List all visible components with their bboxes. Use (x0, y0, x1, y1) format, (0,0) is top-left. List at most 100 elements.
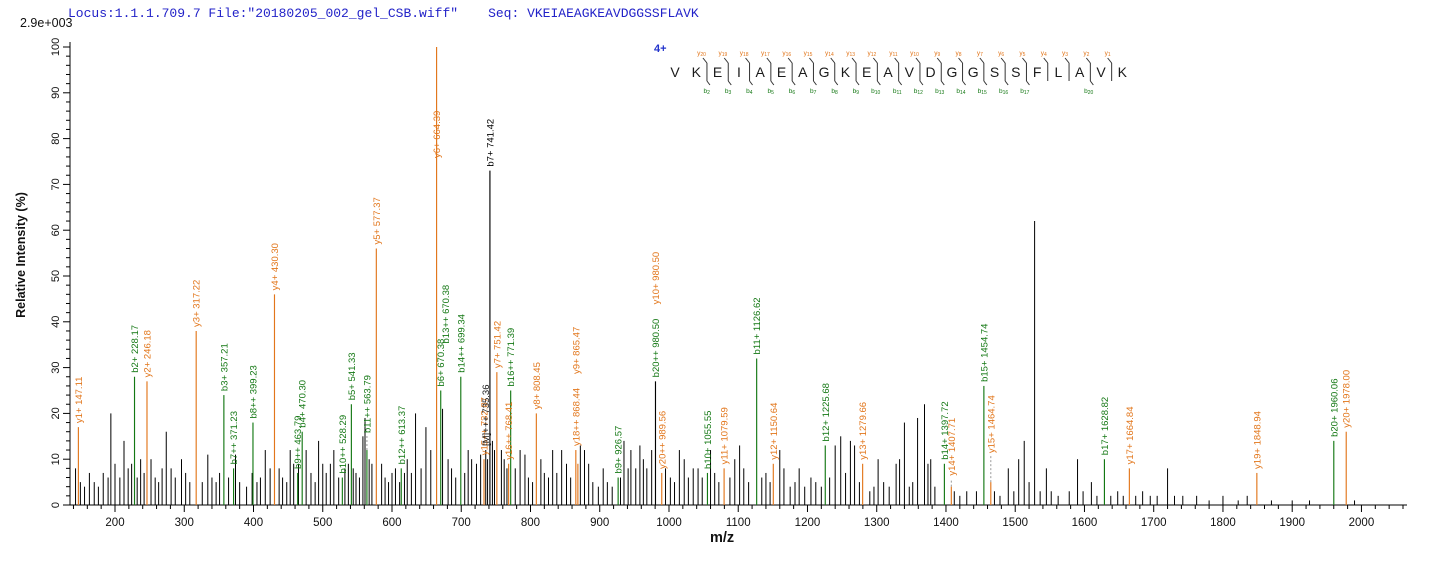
x-tick-label: 1900 (1279, 517, 1305, 529)
sequence-info: Seq: VKEIAEAGKEAVDGGSSFLAVK (488, 6, 699, 21)
b-ion-tick (898, 80, 903, 86)
peak-label: y1+ 147.11 (74, 377, 85, 424)
residue-letter: I (737, 64, 741, 80)
fragment-ion-label: b11 (893, 88, 902, 96)
unassigned-peaks (75, 221, 1356, 505)
residue-letter: G (968, 64, 979, 80)
residue-letter: V (670, 64, 680, 80)
fragment-ion-label: y18 (740, 50, 749, 58)
y-ion-tick (979, 57, 985, 64)
peak-label: b12+ 1225.68 (821, 383, 832, 441)
fragment-ion-label: y11 (889, 50, 898, 58)
b-ion-tick (940, 80, 945, 86)
fragment-ion-label: y7 (977, 50, 983, 58)
b-ion-tick (813, 80, 817, 86)
y-ion-tick (872, 57, 878, 64)
y-tick-label: 20 (50, 407, 62, 419)
fragment-ion-label: y8 (956, 50, 962, 58)
b-ion-tick (770, 80, 775, 86)
y-tick-label: 90 (50, 87, 62, 99)
peak-label: b8++ 399.23 (248, 365, 259, 418)
axis-tick-labels: 0 10 20 30 40 50 60 70 80 90 100 200 300 400 500 600 700… (50, 38, 1374, 529)
fragment-ion-label: y5 (1019, 50, 1025, 58)
peak-label: y8+ 808.45 (532, 362, 543, 409)
peak-label: y9+ 865.47 (571, 327, 582, 374)
x-tick-label: 1200 (795, 517, 821, 529)
peak-label: b14++ 699.34 (456, 314, 467, 373)
fragment-ion-label: b6 (789, 88, 796, 96)
x-tick-label: 1800 (1210, 517, 1236, 529)
x-tick-label: 1500 (1002, 517, 1028, 529)
peak-label: y20++ 989.56 (657, 411, 668, 469)
peak-label: y19+ 1848.94 (1252, 411, 1263, 469)
y-tick-label: 80 (50, 132, 62, 144)
peak-label: y16++ 768.41 (504, 402, 515, 460)
residue-letter: A (798, 64, 808, 80)
residue-letter: F (1033, 64, 1042, 80)
x-tick-label: 2000 (1349, 517, 1375, 529)
residue-letter: S (1011, 64, 1020, 80)
peak-label: b13++ 670.38 (441, 285, 452, 344)
peak-label: b20++ 980.50 (651, 319, 662, 378)
x-tick-label: 1100 (726, 517, 751, 529)
peak-label: y2+ 246.18 (142, 330, 153, 377)
y-ion-tick (1000, 57, 1006, 64)
x-tick-label: 400 (244, 517, 263, 529)
y-ion-tick (1107, 57, 1113, 64)
fragment-ion-label: b15 (978, 88, 987, 96)
y-ion-tick (830, 57, 836, 64)
peak-label: y6+ 664.39 (432, 111, 443, 158)
peak-label: y4+ 430.30 (270, 243, 281, 290)
residue-letter: E (862, 64, 871, 80)
peak-label: b3+ 357.21 (219, 343, 230, 391)
fragment-ion-label: y2 (1083, 50, 1089, 58)
peak-label: y5+ 577.37 (372, 197, 383, 244)
fragment-ion-label: b10 (871, 88, 880, 96)
base-intensity-label: 2.9e+003 (20, 16, 73, 30)
peak-labels: y1+ 147.11 b2+ 228.17 y2+ 246.18 y3+ 317.22… (74, 111, 1353, 487)
residue-letter: A (883, 64, 893, 80)
y-ion-tick (894, 57, 900, 64)
y-ion-tick (1043, 57, 1049, 64)
peak-label: y15++ 732.87 (480, 397, 491, 455)
residue-letter: A (1075, 64, 1085, 80)
fragment-markers: y20 b2 y19 b3 y18 b4 y17 b5 y16 b6 y15 b7 y14 b8 y13 b9… (697, 50, 1113, 96)
y-ion-tick (915, 57, 921, 64)
b-ion-tick (749, 80, 753, 86)
b-ion-tick (727, 80, 732, 86)
x-tick-label: 900 (590, 517, 609, 529)
y-ion-tick (851, 57, 857, 64)
fragment-ion-label: b13 (935, 88, 944, 96)
peak-label: y13+ 1279.66 (858, 402, 869, 460)
residue-letter: E (777, 64, 786, 80)
peak-label: y3+ 317.22 (192, 280, 203, 327)
fragment-ion-label: y15 (804, 50, 813, 58)
fragment-ion-label: y4 (1041, 50, 1047, 58)
fragment-ion-label: b2 (704, 88, 711, 96)
peak-label: b5+ 541.33 (347, 352, 358, 400)
fragment-ion-label: b9 (853, 88, 860, 96)
fragment-ion-label: y17 (761, 50, 770, 58)
residue-letter: A (756, 64, 766, 80)
b-ion-tick (983, 80, 988, 86)
b-ion-tick (919, 80, 924, 86)
residue-letter: K (1118, 64, 1128, 80)
peak-label: b10+ 1055.55 (703, 411, 714, 469)
y-tick-label: 100 (50, 38, 62, 56)
annotated-peaks (77, 47, 1347, 505)
x-tick-label: 300 (175, 517, 194, 529)
x-tick-label: 1700 (1141, 517, 1167, 529)
peak-label: b12++ 613.37 (397, 406, 408, 465)
fragment-ion-label: b5 (767, 88, 774, 96)
x-tick-label: 1300 (864, 517, 890, 529)
fragment-ion-label: y19 (718, 50, 727, 58)
locus-file-info: Locus:1.1.1.709.7 File:"20180205_002_gel… (68, 6, 459, 21)
y-ion-tick (1022, 57, 1027, 64)
b-ion-tick (1089, 80, 1094, 86)
fragment-ion-label: y9 (934, 50, 940, 58)
peak-label: b17+ 1628.82 (1100, 397, 1111, 455)
y-ion-tick (787, 57, 793, 64)
y-ion-tick (936, 57, 942, 64)
fragment-ion-label: y20 (697, 50, 706, 58)
